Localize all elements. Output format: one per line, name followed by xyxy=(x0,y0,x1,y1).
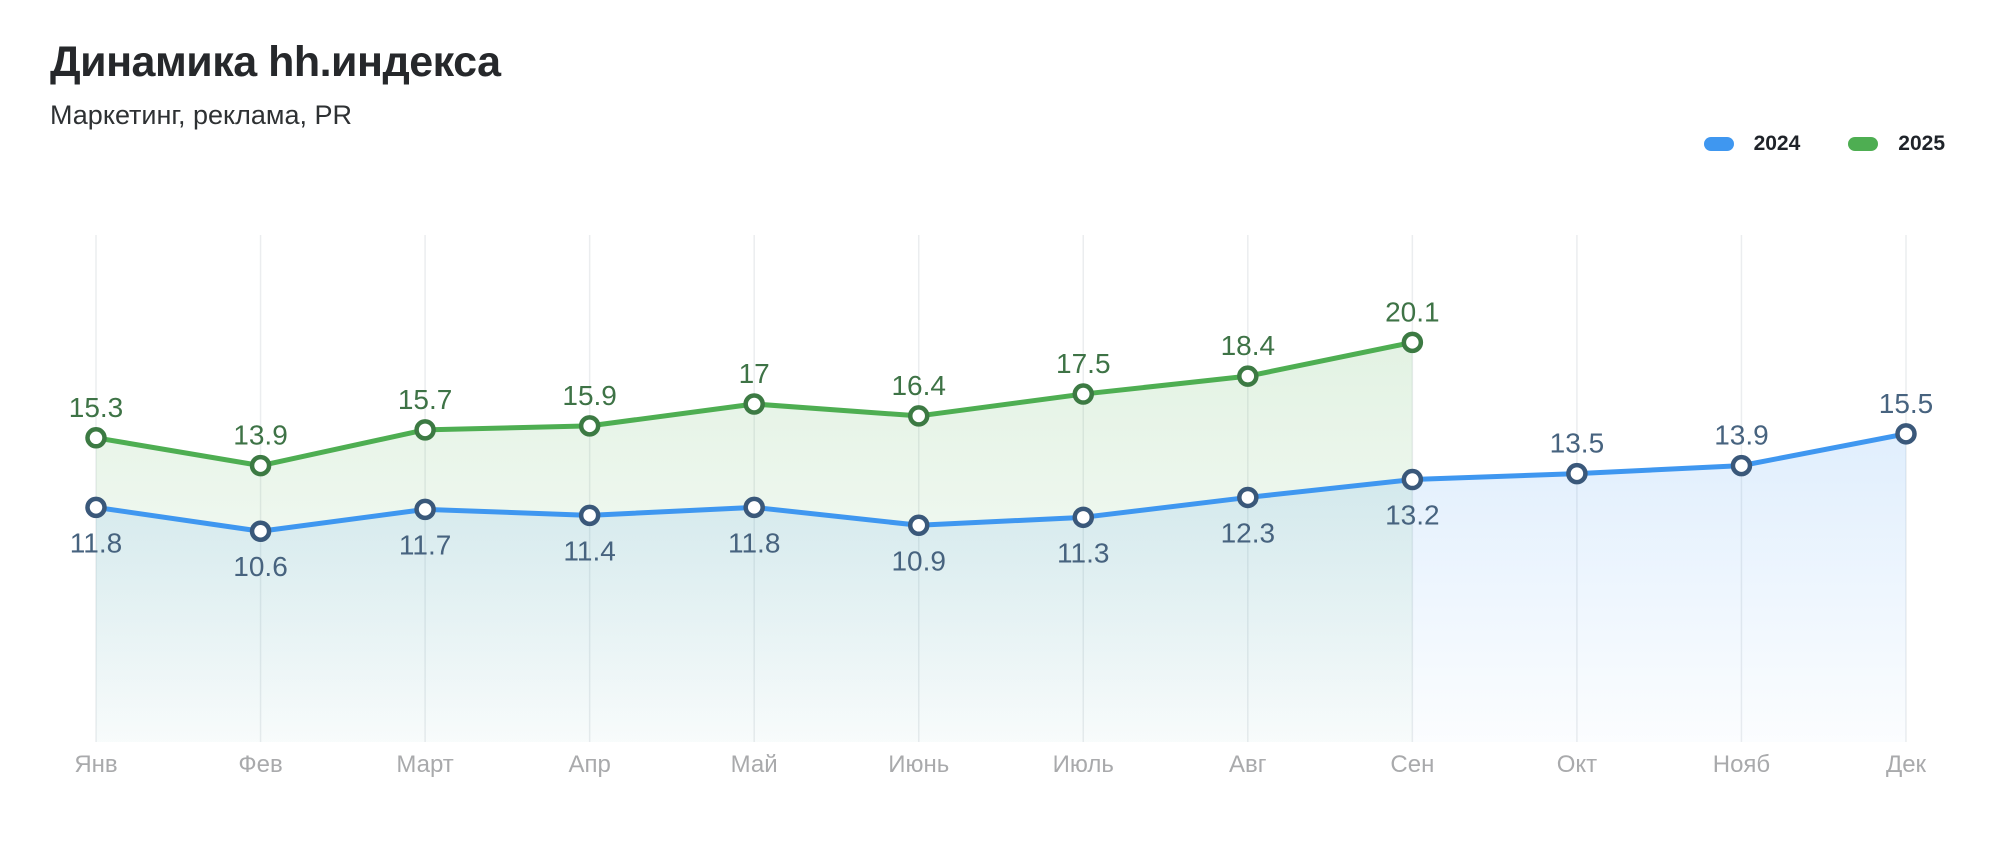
point-2024-Окт[interactable] xyxy=(1566,462,1588,485)
legend-item-2025[interactable]: 2025 xyxy=(1848,132,1945,156)
point-2025-Авг[interactable] xyxy=(1237,365,1259,387)
legend-swatch-2025-icon xyxy=(1848,137,1879,151)
value-label-2024-Янв: 11.8 xyxy=(70,527,122,558)
point-2024-Сен[interactable] xyxy=(1401,468,1424,491)
point-2025-Янв[interactable] xyxy=(85,427,107,449)
point-2024-Фев[interactable] xyxy=(249,520,272,542)
legend-item-2024[interactable]: 2024 xyxy=(1703,132,1801,156)
value-label-2025-Сен: 20.1 xyxy=(1385,296,1440,327)
point-2024-Июнь[interactable] xyxy=(907,514,930,537)
point-2025-Март[interactable] xyxy=(414,419,436,441)
point-2024-Апр[interactable] xyxy=(578,504,601,527)
chart-subtitle: Маркетинг, реклама, PR xyxy=(50,100,352,130)
x-axis-label-8: Авг xyxy=(1229,751,1267,778)
point-2024-Дек[interactable] xyxy=(1895,423,1917,445)
point-2024-Май[interactable] xyxy=(743,496,765,519)
value-label-2025-Апр: 15.9 xyxy=(562,380,617,411)
value-label-2025-Март: 15.7 xyxy=(398,384,453,415)
x-axis-label-9: Сен xyxy=(1390,751,1434,778)
page-title: Динамика hh.индекса xyxy=(50,38,501,86)
value-label-2024-Сен: 13.2 xyxy=(1385,500,1440,531)
value-label-2025-Фев: 13.9 xyxy=(233,420,288,451)
line-2024 xyxy=(93,431,1909,534)
legend-label-2024: 2024 xyxy=(1753,132,1801,155)
point-2024-Янв[interactable] xyxy=(85,496,107,519)
x-axis-label-12: Дек xyxy=(1886,751,1927,778)
point-2025-Июль[interactable] xyxy=(1072,383,1095,405)
value-label-2025-Июль: 17.5 xyxy=(1056,348,1111,379)
x-axis-label-5: Май xyxy=(731,751,778,778)
legend-swatch-2024-icon xyxy=(1703,137,1734,151)
area-fill-2024 xyxy=(96,433,1906,742)
chart-legend: 2024 2025 xyxy=(1703,132,1945,156)
point-2024-Март[interactable] xyxy=(414,498,436,521)
point-2025-Сен[interactable] xyxy=(1401,331,1424,354)
x-axis-label-3: Март xyxy=(396,751,453,778)
point-2024-Авг[interactable] xyxy=(1237,486,1259,509)
legend-label-2025: 2025 xyxy=(1898,132,1945,155)
point-2025-Июнь[interactable] xyxy=(907,405,930,427)
x-axis-label-2: Фев xyxy=(238,751,282,778)
point-2025-Фев[interactable] xyxy=(249,454,272,477)
point-2025-Май[interactable] xyxy=(743,393,765,415)
value-label-2024-Окт: 13.5 xyxy=(1550,428,1605,459)
value-label-2025-Авг: 18.4 xyxy=(1221,330,1276,361)
x-axis-label-6: Июнь xyxy=(888,751,949,778)
value-label-2024-Авг: 12.3 xyxy=(1221,517,1276,548)
point-2024-Нояб[interactable] xyxy=(1730,454,1753,477)
x-axis-label-4: Апр xyxy=(568,751,610,778)
value-label-2024-Фев: 10.6 xyxy=(233,551,288,582)
value-label-2024-Дек: 15.5 xyxy=(1879,388,1934,419)
value-label-2024-Март: 11.7 xyxy=(399,529,451,560)
x-axis-label-11: Нояб xyxy=(1713,751,1770,778)
value-label-2024-Июль: 11.3 xyxy=(1057,537,1109,568)
value-label-2024-Апр: 11.4 xyxy=(563,535,615,566)
value-label-2024-Май: 11.8 xyxy=(728,527,780,558)
value-label-2025-Июнь: 16.4 xyxy=(891,370,946,401)
value-label-2024-Нояб: 13.9 xyxy=(1714,420,1769,451)
point-2025-Апр[interactable] xyxy=(578,415,601,437)
x-axis-label-1: Янв xyxy=(74,751,117,778)
value-label-2025-Янв: 15.3 xyxy=(69,392,124,423)
point-2024-Июль[interactable] xyxy=(1072,506,1095,529)
value-label-2024-Июнь: 10.9 xyxy=(891,545,946,576)
x-axis-label-7: Июль xyxy=(1053,751,1114,778)
x-axis-label-10: Окт xyxy=(1557,751,1597,778)
value-label-2025-Май: 17 xyxy=(739,358,770,389)
